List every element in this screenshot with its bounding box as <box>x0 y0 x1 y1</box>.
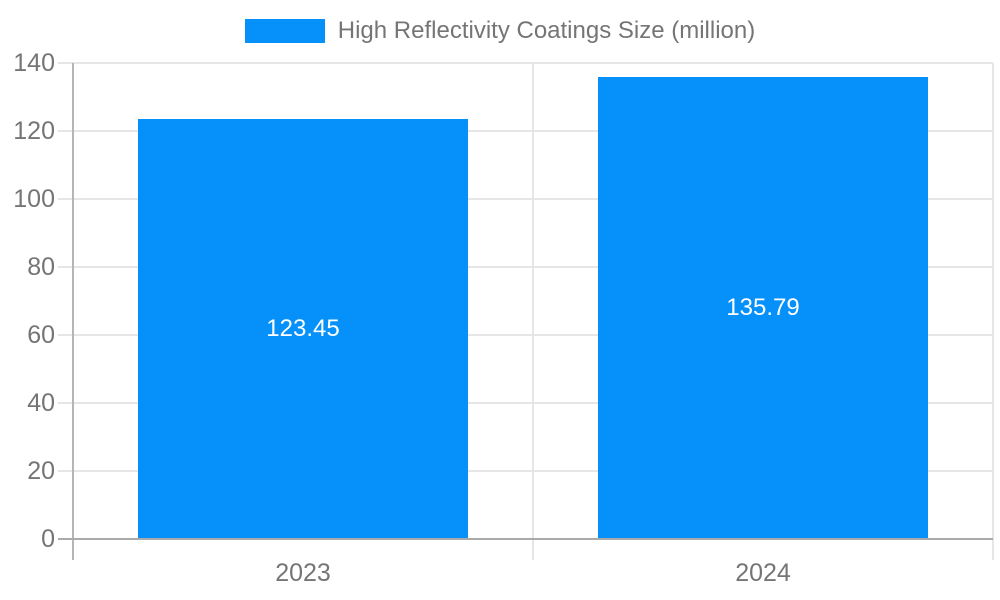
bar-value-label: 135.79 <box>726 294 800 322</box>
gridline <box>58 198 993 200</box>
y-tick-label: 120 <box>13 117 55 145</box>
plot-area: 123.45 135.79 <box>58 62 994 560</box>
y-tick-label: 0 <box>41 525 55 553</box>
x-tick-label: 2024 <box>735 559 791 587</box>
legend-label: High Reflectivity Coatings Size (million… <box>337 17 756 44</box>
y-tick-label: 20 <box>27 457 55 485</box>
y-axis-labels: 0 20 40 60 80 100 120 140 <box>0 49 55 553</box>
y-tick-label: 40 <box>27 389 55 417</box>
x-axis-labels: 2023 2024 <box>73 558 993 588</box>
gridline <box>58 62 993 64</box>
gridline <box>58 130 993 132</box>
gridline <box>58 470 993 472</box>
y-tick-label: 60 <box>27 321 55 349</box>
y-tick-label: 80 <box>27 253 55 281</box>
category-separator-line <box>532 63 534 560</box>
legend-swatch-icon <box>244 19 325 43</box>
bar-2023[interactable]: 123.45 <box>138 119 468 539</box>
category-separator-line <box>992 63 994 560</box>
gridline <box>58 334 993 336</box>
x-axis-line <box>58 538 993 540</box>
gridline <box>58 402 993 404</box>
bar-2024[interactable]: 135.79 <box>598 77 928 539</box>
bar-value-label: 123.45 <box>266 315 340 343</box>
chart-legend[interactable]: High Reflectivity Coatings Size (million… <box>0 16 1000 46</box>
x-tick-label: 2023 <box>275 559 331 587</box>
y-tick-label: 100 <box>13 185 55 213</box>
y-axis-line <box>72 63 74 560</box>
gridline <box>58 266 993 268</box>
y-tick-label: 140 <box>13 49 55 77</box>
